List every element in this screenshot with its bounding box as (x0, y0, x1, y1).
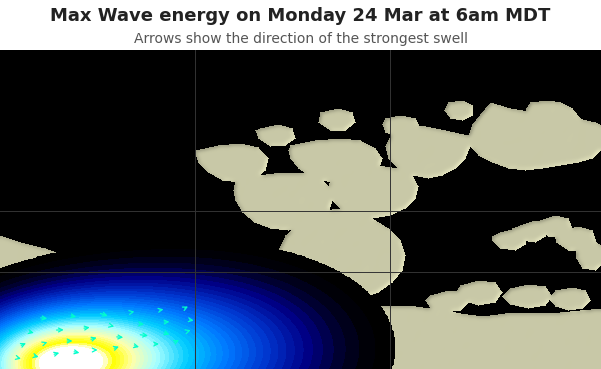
Text: Arrows show the direction of the strongest swell: Arrows show the direction of the stronge… (133, 32, 468, 46)
Text: Max Wave energy on Monday 24 Mar at 6am MDT: Max Wave energy on Monday 24 Mar at 6am … (50, 7, 551, 25)
